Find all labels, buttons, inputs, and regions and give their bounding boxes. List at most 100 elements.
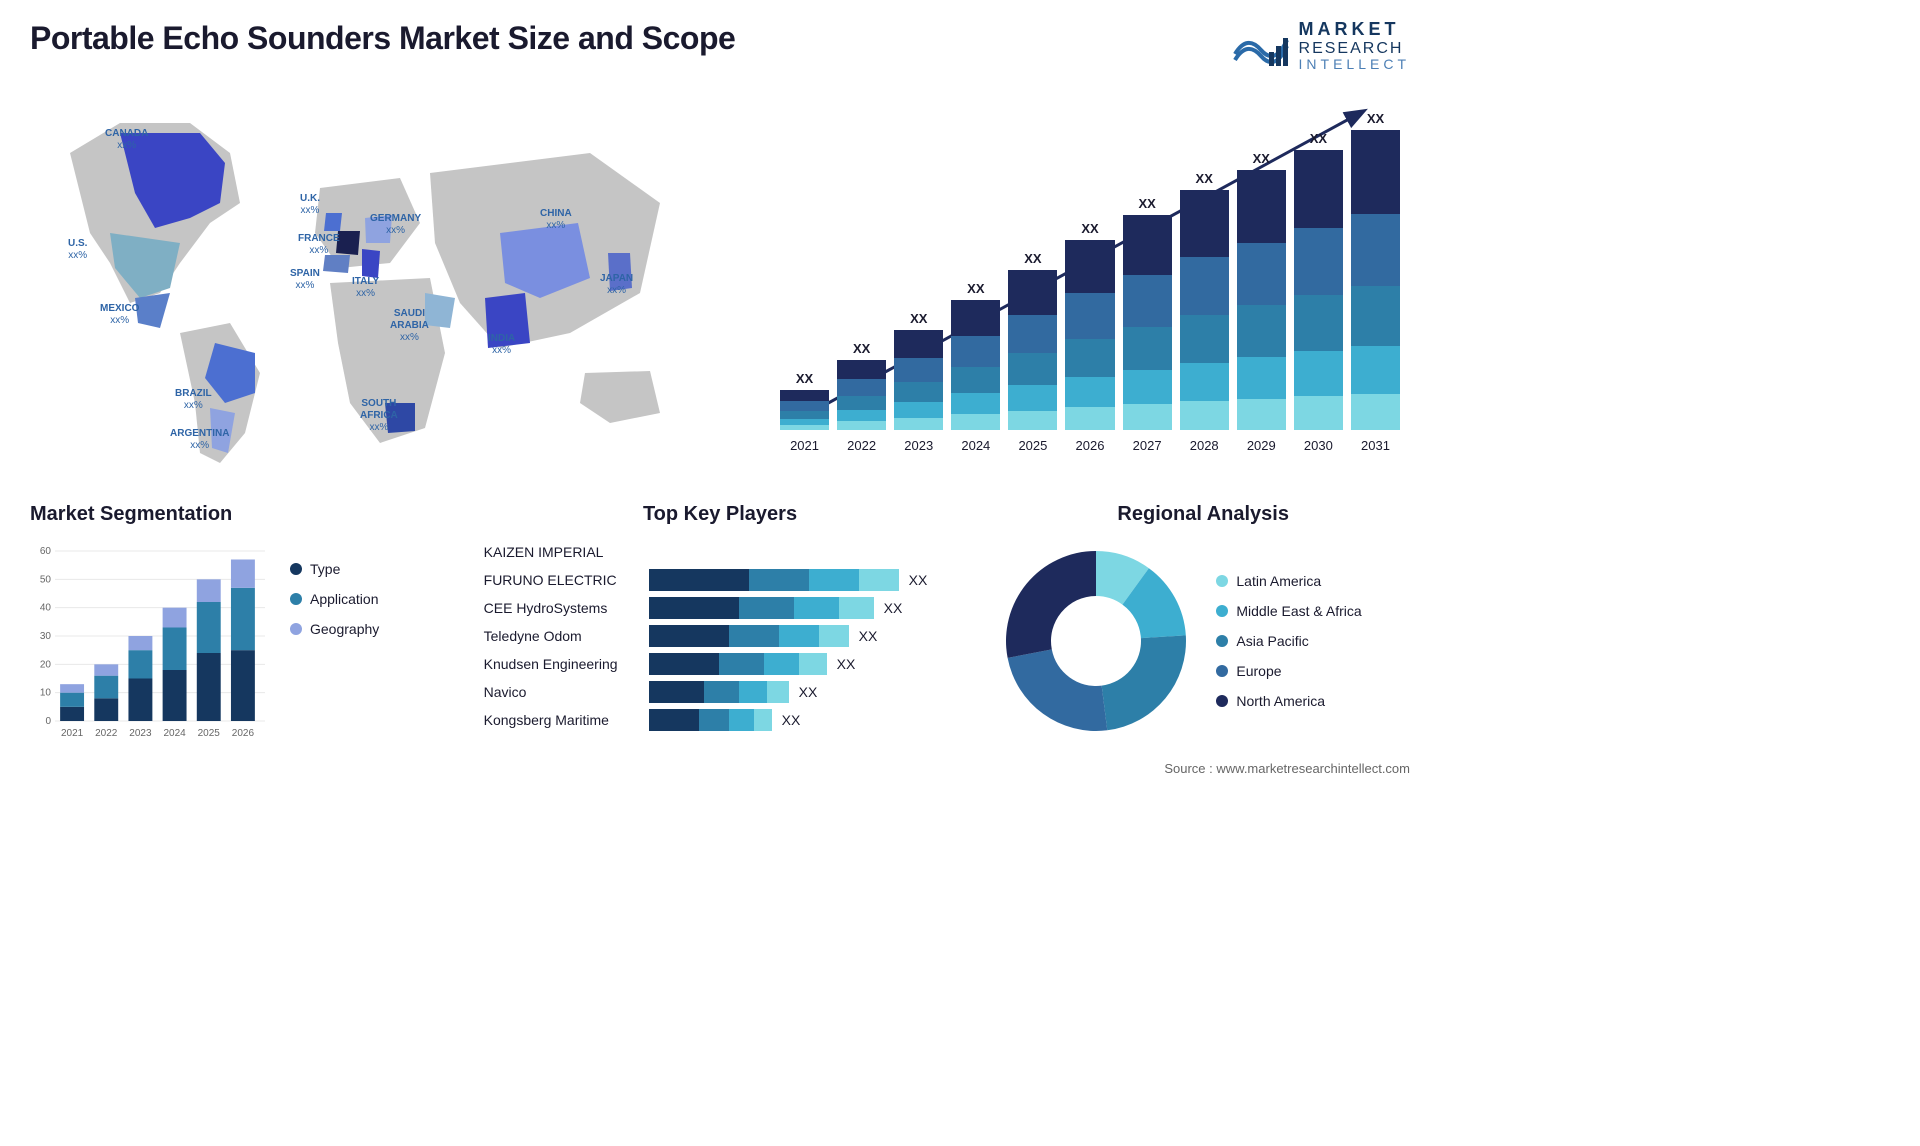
player-row: FURUNO ELECTRIC XX [484,569,957,591]
players-chart: KAIZEN IMPERIALFURUNO ELECTRICXXCEE Hydr… [484,541,957,731]
svg-text:40: 40 [40,602,52,613]
page-title: Portable Echo Sounders Market Size and S… [30,20,735,57]
svg-text:2026: 2026 [232,728,255,739]
bar-value-label: XX [1081,221,1098,236]
map-label: FRANCExx% [298,233,340,257]
map-label: SOUTHAFRICAxx% [360,398,398,434]
growth-bar: XX2023 [894,311,943,453]
growth-bar: XX 2027 [1123,196,1172,453]
svg-text:20: 20 [40,659,52,670]
logo-icon [1233,22,1289,70]
segmentation-legend: TypeApplicationGeography [290,541,379,741]
player-value: XX [909,572,928,588]
map-spain [323,255,350,273]
player-row: Teledyne Odom XX [484,625,957,647]
bar-value-label: XX [1253,151,1270,166]
bar-year-label: 2021 [790,438,819,453]
player-name: Teledyne Odom [484,628,639,644]
player-value: XX [799,684,818,700]
map-uk [324,213,342,231]
bar-year-label: 2027 [1133,438,1162,453]
svg-text:0: 0 [45,716,51,727]
bar-year-label: 2022 [847,438,876,453]
map-label: CHINAxx% [540,208,572,232]
brand-logo: MARKET RESEARCH INTELLECT [1233,20,1410,73]
bar-year-label: 2024 [961,438,990,453]
growth-bar: XX2030 [1294,131,1343,453]
legend-item: North America [1216,693,1361,709]
map-label: JAPANxx% [600,273,633,297]
player-row: CEE HydroSystems XX [484,597,957,619]
bar-value-label: XX [796,371,813,386]
player-value: XX [837,656,856,672]
legend-item: Application [290,591,379,607]
legend-item: Middle East & Africa [1216,603,1361,619]
map-italy [362,249,380,278]
legend-item: Type [290,561,379,577]
player-name: KAIZEN IMPERIAL [484,544,639,560]
player-name: Knudsen Engineering [484,656,639,672]
bar-value-label: XX [1138,196,1155,211]
bar-year-label: 2026 [1076,438,1105,453]
map-label: U.S.xx% [68,238,87,262]
map-label: SAUDIARABIAxx% [390,308,429,344]
bar-year-label: 2025 [1018,438,1047,453]
bar-year-label: 2029 [1247,438,1276,453]
svg-text:2023: 2023 [129,728,152,739]
growth-bar: XX 2031 [1351,111,1400,453]
growth-bar: XX 2025 [1008,251,1057,453]
map-label: BRAZILxx% [175,388,212,412]
world-map: CANADAxx%U.S.xx%MEXICOxx%BRAZILxx%ARGENT… [30,93,710,473]
map-us [110,233,180,298]
player-row: KAIZEN IMPERIAL [484,541,957,563]
player-name: Navico [484,684,639,700]
bar-value-label: XX [1367,111,1384,126]
regional-donut-chart [996,541,1196,741]
map-label: U.K.xx% [300,193,320,217]
player-row: Knudsen Engineering XX [484,653,957,675]
logo-line1: MARKET [1299,20,1410,40]
player-row: Navico XX [484,681,957,703]
player-row: Kongsberg Maritime XX [484,709,957,731]
growth-bar: XX2022 [837,341,886,453]
map-label: ARGENTINAxx% [170,428,229,452]
player-value: XX [859,628,878,644]
growth-bar: XX2028 [1180,171,1229,453]
segmentation-chart: 0102030405060202120222023202420252026 [30,541,270,741]
players-title: Top Key Players [484,503,957,526]
growth-bar: XX 2026 [1065,221,1114,453]
svg-text:10: 10 [40,687,52,698]
svg-text:2022: 2022 [95,728,118,739]
player-value: XX [884,600,903,616]
bar-value-label: XX [967,281,984,296]
player-name: CEE HydroSystems [484,600,639,616]
legend-item: Europe [1216,663,1361,679]
map-mexico [135,293,170,328]
map-label: INDIAxx% [488,333,515,357]
svg-text:30: 30 [40,631,52,642]
svg-text:60: 60 [40,546,52,557]
bar-value-label: XX [1310,131,1327,146]
bar-year-label: 2031 [1361,438,1390,453]
bar-value-label: XX [1196,171,1213,186]
bar-value-label: XX [1024,251,1041,266]
regional-legend: Latin America Middle East & Africa Asia Pa… [1216,573,1361,709]
growth-bar: XX 2029 [1237,151,1286,453]
svg-text:2025: 2025 [198,728,221,739]
map-label: SPAINxx% [290,268,320,292]
svg-text:2024: 2024 [163,728,186,739]
growth-chart: XX2021XX2022XX2023XX2024XX2025XX2026XX20… [740,93,1410,473]
logo-line2: RESEARCH [1299,40,1410,58]
legend-item: Latin America [1216,573,1361,589]
map-saudi [425,293,455,328]
source-attribution: Source : www.marketresearchintellect.com [30,761,1410,776]
map-label: GERMANYxx% [370,213,421,237]
bar-value-label: XX [910,311,927,326]
legend-item: Asia Pacific [1216,633,1361,649]
svg-text:50: 50 [40,574,52,585]
regional-title: Regional Analysis [996,503,1410,526]
player-name: FURUNO ELECTRIC [484,572,639,588]
player-value: XX [782,712,801,728]
segmentation-title: Market Segmentation [30,503,444,526]
player-name: Kongsberg Maritime [484,712,639,728]
